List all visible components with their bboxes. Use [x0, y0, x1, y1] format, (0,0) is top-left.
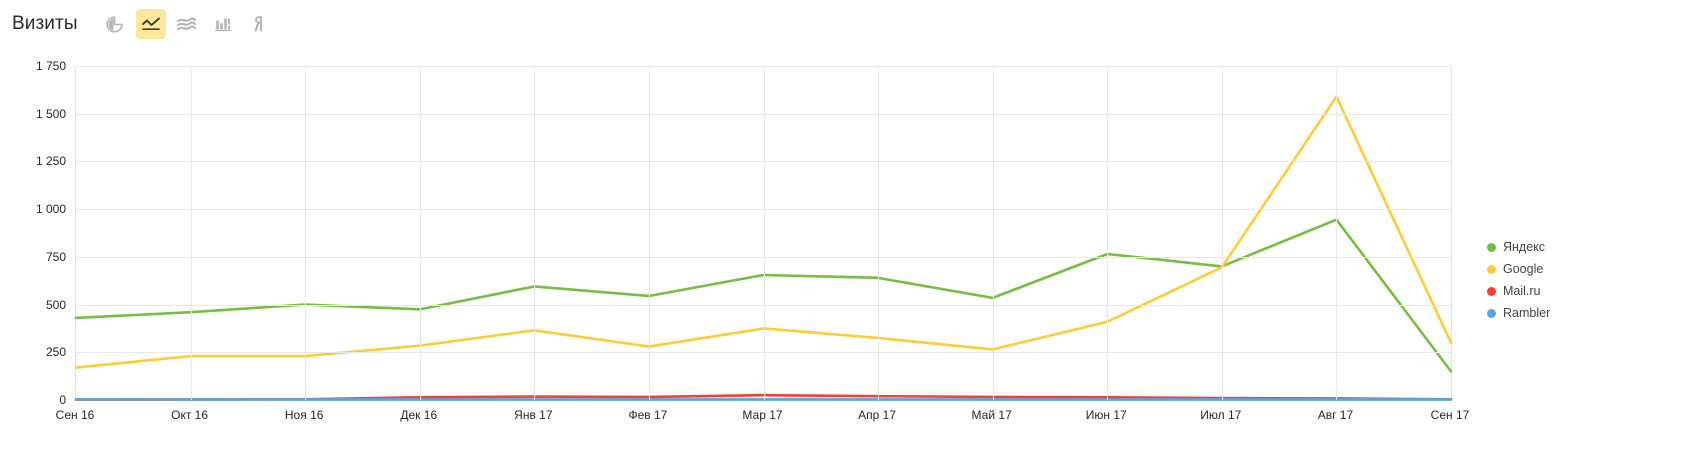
- y-axis-tick-label: 1 500: [35, 106, 66, 121]
- line-chart-icon[interactable]: [135, 9, 166, 39]
- chart-canvas: 0 250 500 750 1 000 1 250 1 500 1 750 Сен 16 Окт…: [0, 48, 1692, 470]
- y-axis-tick-label: 0: [59, 393, 66, 407]
- x-axis-tick-label: Июл 17: [1200, 408, 1242, 422]
- area-chart-icon[interactable]: [172, 9, 202, 39]
- y-axis-tick-label: 1 000: [35, 202, 66, 217]
- x-axis-tick-label: Мар 17: [742, 408, 783, 422]
- x-axis-tick-label: Фев 17: [628, 408, 668, 422]
- x-axis: Сен 16 Окт 16 Ноя 16 Дек 16 Янв 17 Фев 17 Мар …: [56, 404, 1470, 428]
- gridline-vertical: [878, 66, 880, 400]
- gridline-vertical: [419, 66, 421, 400]
- gridline-vertical: [190, 66, 192, 400]
- y-axis-tick-label: 1 750: [35, 59, 66, 73]
- view-type-toolbar: [100, 9, 280, 39]
- y-axis-tick-label: 250: [45, 345, 66, 360]
- legend-item-label: Rambler: [1503, 306, 1551, 320]
- gridline-vertical: [534, 66, 536, 400]
- x-axis-tick-label: Апр 17: [858, 408, 897, 422]
- x-axis-tick-label: Май 17: [971, 408, 1012, 422]
- legend-item[interactable]: Mail.ru: [1487, 280, 1607, 302]
- legend-color-dot: [1487, 242, 1496, 252]
- chart-legend: Яндекс Google Mail.ru Rambler: [1487, 236, 1607, 324]
- x-axis-tick-label: Сен 16: [55, 408, 95, 422]
- legend-color-dot: [1487, 286, 1496, 296]
- gridline-vertical: [1336, 66, 1338, 400]
- plot-area: [75, 66, 1452, 401]
- gridline-vertical: [1221, 66, 1223, 400]
- y-axis-tick-label: 1 250: [35, 154, 66, 169]
- page-title: Визиты: [12, 13, 78, 34]
- x-axis-tick-label: Авг 17: [1317, 408, 1354, 422]
- x-axis-tick-label: Окт 16: [171, 408, 209, 422]
- y-axis: 0 250 500 750 1 000 1 250 1 500 1 750: [0, 59, 66, 407]
- x-axis-tick-label: Дек 16: [400, 408, 438, 422]
- y-axis-tick-label: 750: [45, 249, 66, 264]
- legend-item-label: Яндекс: [1503, 240, 1546, 254]
- x-axis-tick-label: Ноя 16: [284, 408, 324, 422]
- map-icon[interactable]: [244, 9, 274, 39]
- legend-item[interactable]: Rambler: [1487, 302, 1607, 324]
- legend-item[interactable]: Google: [1487, 258, 1607, 280]
- gridline-vertical: [992, 66, 994, 400]
- gridline-vertical: [1107, 66, 1109, 400]
- legend-item-label: Google: [1503, 262, 1544, 276]
- legend-item[interactable]: Яндекс: [1487, 236, 1607, 258]
- legend-item-label: Mail.ru: [1503, 284, 1541, 298]
- gridline-vertical: [763, 66, 765, 400]
- legend-color-dot: [1487, 264, 1496, 274]
- y-axis-tick-label: 500: [45, 297, 66, 312]
- widget-header: Визиты: [0, 0, 1692, 48]
- pie-chart-icon[interactable]: [100, 9, 130, 39]
- legend-color-dot: [1487, 308, 1496, 318]
- gridline-vertical: [305, 66, 307, 400]
- x-axis-tick-label: Сен 17: [1430, 408, 1470, 422]
- x-axis-tick-label: Янв 17: [514, 408, 553, 422]
- gridline-vertical: [648, 66, 650, 400]
- x-axis-tick-label: Июн 17: [1085, 408, 1127, 422]
- bar-chart-icon[interactable]: [208, 9, 238, 39]
